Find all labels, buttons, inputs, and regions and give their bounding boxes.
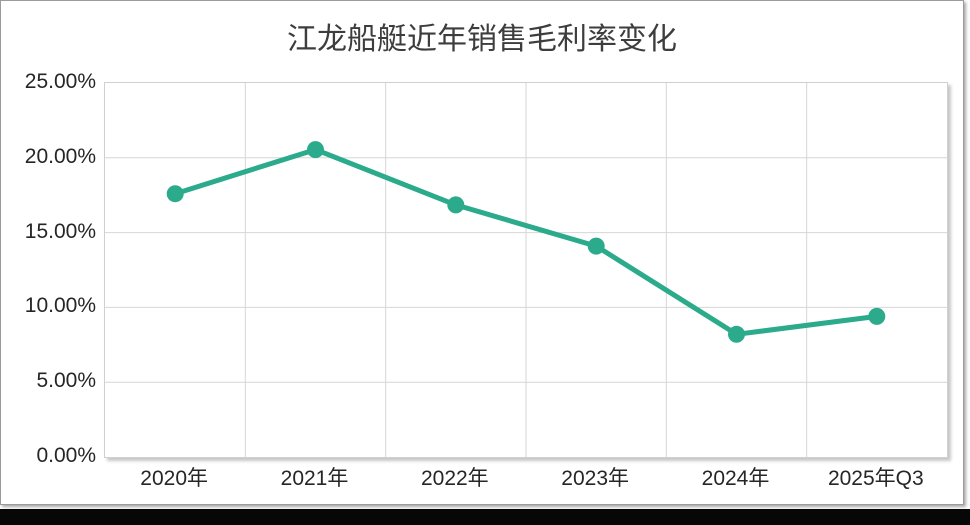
y-axis-tick-label: 10.00% — [24, 294, 96, 318]
series-line — [172, 147, 880, 337]
data-point-marker — [868, 307, 886, 325]
x-axis-category-label: 2021年 — [280, 467, 349, 490]
x-axis-category-label: 2022年 — [420, 467, 489, 490]
data-point-marker — [728, 325, 745, 343]
data-point-marker — [166, 185, 184, 203]
y-axis-tick-label: 15.00% — [24, 219, 96, 243]
data-point-marker — [307, 141, 324, 159]
y-axis-tick-label: 5.00% — [36, 369, 96, 393]
plot-area — [104, 82, 948, 458]
x-axis-category-label: 2024年 — [701, 467, 770, 490]
chart-title: 江龙船艇近年销售毛利率变化 — [287, 23, 677, 56]
x-axis-category-label: 2020年 — [140, 467, 209, 490]
line-chart-svg — [105, 83, 947, 457]
data-point-marker — [587, 237, 605, 255]
x-axis-category-label: 2023年 — [561, 467, 630, 490]
y-axis-tick-label: 20.00% — [24, 144, 96, 168]
y-axis-tick-label: 25.00% — [24, 70, 96, 93]
x-axis-category-label: 2025年Q3 — [827, 467, 924, 490]
data-point-marker — [447, 196, 465, 214]
bottom-black-bar — [0, 509, 970, 525]
chart-card: 江龙船艇近年销售毛利率变化 0.00% 5.00% 10.00% 15.00% 20.0… — [0, 0, 964, 505]
y-axis-tick-label: 0.00% — [36, 444, 96, 467]
